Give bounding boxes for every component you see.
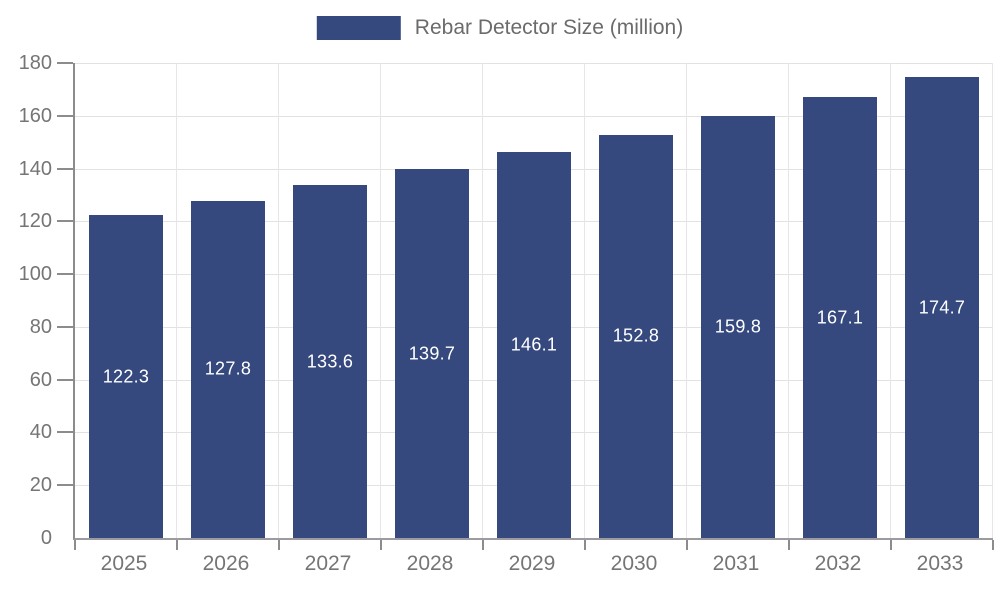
- v-gridline: [685, 63, 687, 538]
- y-axis-tick-label: 160: [18, 104, 52, 127]
- x-axis-tick-label: 2026: [202, 552, 250, 575]
- y-axis-tick: [57, 114, 73, 117]
- v-gridline: [992, 63, 993, 538]
- y-axis-tick: [57, 325, 73, 328]
- y-axis-tick-label: 100: [18, 263, 52, 286]
- y-axis-tick-label: 140: [18, 157, 52, 180]
- bar-value-label: 167.1: [816, 307, 864, 328]
- y-axis-tick-label: 60: [29, 368, 52, 391]
- x-axis-tick-label: 2028: [406, 552, 454, 575]
- x-axis-tick: [277, 540, 280, 550]
- y-axis-tick-label: 80: [29, 315, 52, 338]
- bar: 127.8: [191, 200, 265, 538]
- legend-label: Rebar Detector Size (million): [414, 16, 684, 39]
- bar: 152.8: [599, 134, 673, 538]
- bar-value-label: 159.8: [714, 316, 762, 337]
- x-axis-tick-label: 2030: [610, 552, 658, 575]
- y-axis-labels: 0 20 40 60 80 100 120 140 160 180: [0, 52, 52, 549]
- x-axis-labels: 2025 2026 2027 2028 2029 2030 2031 2032 2033: [73, 552, 991, 586]
- y-axis-tick-label: 0: [40, 527, 52, 549]
- x-axis-tick-label: 2029: [508, 552, 556, 575]
- y-axis-tick: [57, 220, 73, 223]
- x-axis-tick: [584, 540, 586, 550]
- bar-value-label: 139.7: [408, 343, 456, 364]
- h-gridline: [75, 115, 993, 117]
- h-gridline: [75, 63, 993, 64]
- y-axis-tick-label: 20: [29, 474, 52, 497]
- y-axis-tick-label: 40: [29, 421, 52, 444]
- bar-value-label: 127.8: [204, 358, 252, 379]
- v-gridline: [379, 63, 381, 538]
- x-axis-tick: [992, 540, 994, 550]
- v-gridline: [481, 63, 483, 538]
- bar: 139.7: [395, 169, 469, 538]
- y-axis-tick-label: 120: [18, 210, 52, 233]
- x-axis-tick: [889, 540, 892, 550]
- legend: Rebar Detector Size (million): [316, 16, 684, 40]
- x-axis-tick: [685, 540, 688, 550]
- bar-value-label: 122.3: [102, 366, 150, 387]
- x-axis-tick: [74, 540, 76, 550]
- x-axis-tick: [788, 540, 790, 550]
- y-axis-tick: [57, 62, 73, 64]
- y-axis-tick: [57, 273, 73, 276]
- y-axis-tick: [57, 431, 73, 434]
- x-axis-tick: [481, 540, 484, 550]
- bar: 133.6: [293, 185, 367, 538]
- x-axis-tick-label: 2033: [916, 552, 964, 575]
- y-axis-tick: [57, 378, 73, 381]
- bar: 159.8: [701, 116, 775, 538]
- bar: 146.1: [497, 152, 571, 538]
- v-gridline: [889, 63, 891, 538]
- v-gridline: [277, 63, 279, 538]
- v-gridline: [584, 63, 585, 538]
- bar: 174.7: [905, 77, 979, 538]
- bar-value-label: 174.7: [918, 297, 966, 317]
- bar-value-label: 146.1: [510, 334, 558, 355]
- y-axis-tick: [57, 484, 73, 487]
- y-axis-tick: [57, 167, 73, 170]
- legend-swatch: [316, 16, 401, 40]
- bar-value-label: 152.8: [612, 325, 660, 346]
- y-axis-tick-label: 180: [18, 52, 52, 74]
- x-axis-tick-label: 2027: [304, 552, 352, 575]
- bar: 167.1: [803, 97, 877, 538]
- bar-value-label: 133.6: [306, 351, 354, 372]
- x-axis-tick-label: 2025: [100, 552, 148, 575]
- plot-area: 122.3 127.8 133.6 139.7 146.1 152.8 159.8 167.1…: [57, 62, 994, 550]
- v-gridline: [788, 63, 789, 538]
- x-axis-tick-label: 2031: [712, 552, 760, 575]
- x-axis-tick: [379, 540, 382, 550]
- bar: 122.3: [89, 215, 163, 538]
- x-axis-tick-label: 2032: [814, 552, 862, 575]
- x-axis-tick: [175, 540, 178, 550]
- v-gridline: [175, 63, 177, 538]
